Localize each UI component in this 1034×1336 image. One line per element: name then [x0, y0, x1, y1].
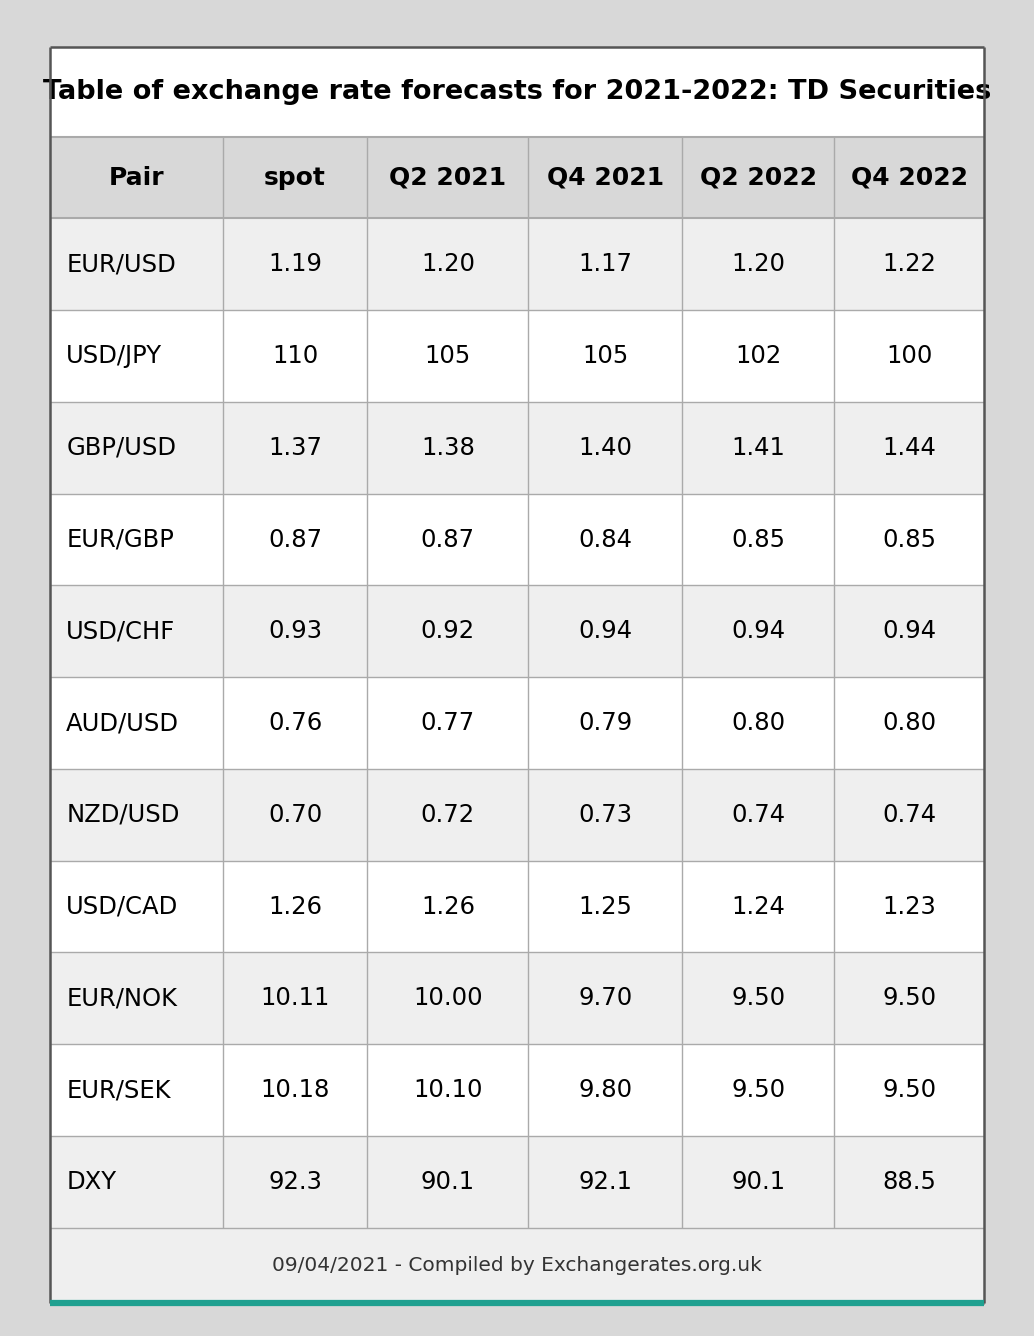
Text: 9.50: 9.50 [731, 986, 785, 1010]
Text: 10.10: 10.10 [413, 1078, 483, 1102]
Text: 1.26: 1.26 [421, 895, 475, 919]
Text: 1.37: 1.37 [268, 436, 322, 460]
Text: 0.80: 0.80 [731, 711, 785, 735]
Text: 90.1: 90.1 [421, 1170, 475, 1194]
Text: EUR/SEK: EUR/SEK [66, 1078, 171, 1102]
Text: 105: 105 [582, 345, 629, 369]
Text: 1.24: 1.24 [731, 895, 785, 919]
Text: 0.87: 0.87 [421, 528, 475, 552]
Text: Q2 2021: Q2 2021 [389, 166, 507, 190]
Text: 0.70: 0.70 [268, 803, 323, 827]
Text: Q4 2021: Q4 2021 [547, 166, 664, 190]
Text: 1.26: 1.26 [268, 895, 322, 919]
Text: 9.80: 9.80 [578, 1078, 633, 1102]
Text: 92.3: 92.3 [268, 1170, 322, 1194]
Text: Pair: Pair [109, 166, 164, 190]
Text: 10.00: 10.00 [413, 986, 483, 1010]
Bar [50, 219, 984, 310]
Text: NZD/USD: NZD/USD [66, 803, 180, 827]
Bar [50, 1136, 984, 1228]
Text: 9.50: 9.50 [882, 1078, 936, 1102]
Bar [50, 677, 984, 770]
Text: 09/04/2021 - Compiled by Exchangerates.org.uk: 09/04/2021 - Compiled by Exchangerates.o… [272, 1256, 762, 1275]
Text: 0.92: 0.92 [421, 620, 475, 644]
Text: USD/CAD: USD/CAD [66, 895, 179, 919]
Text: EUR/USD: EUR/USD [66, 253, 176, 277]
Text: 102: 102 [735, 345, 782, 369]
Text: 0.77: 0.77 [421, 711, 475, 735]
Text: 0.74: 0.74 [731, 803, 785, 827]
Text: 0.94: 0.94 [731, 620, 785, 644]
Text: Table of exchange rate forecasts for 2021-2022: TD Securities: Table of exchange rate forecasts for 202… [42, 79, 992, 104]
Bar [50, 585, 984, 677]
Bar [50, 494, 984, 585]
Text: 88.5: 88.5 [882, 1170, 936, 1194]
Text: GBP/USD: GBP/USD [66, 436, 176, 460]
Bar [50, 47, 984, 136]
Text: 1.19: 1.19 [268, 253, 322, 277]
Text: 0.84: 0.84 [578, 528, 633, 552]
Text: USD/CHF: USD/CHF [66, 620, 176, 644]
Text: USD/JPY: USD/JPY [66, 345, 162, 369]
Text: 1.20: 1.20 [421, 253, 475, 277]
Text: 10.11: 10.11 [261, 986, 330, 1010]
Text: 0.80: 0.80 [882, 711, 936, 735]
Text: 0.85: 0.85 [882, 528, 936, 552]
Text: 1.22: 1.22 [882, 253, 936, 277]
Text: 9.50: 9.50 [882, 986, 936, 1010]
Text: 1.41: 1.41 [731, 436, 785, 460]
Bar [50, 1228, 984, 1303]
Text: EUR/NOK: EUR/NOK [66, 986, 177, 1010]
Bar [50, 953, 984, 1045]
Text: AUD/USD: AUD/USD [66, 711, 179, 735]
Text: EUR/GBP: EUR/GBP [66, 528, 174, 552]
Text: 0.76: 0.76 [268, 711, 323, 735]
Text: 1.40: 1.40 [578, 436, 633, 460]
Text: DXY: DXY [66, 1170, 116, 1194]
Text: 1.17: 1.17 [578, 253, 633, 277]
Text: 10.18: 10.18 [261, 1078, 330, 1102]
Text: 0.93: 0.93 [268, 620, 322, 644]
Text: 1.20: 1.20 [731, 253, 785, 277]
Text: 1.44: 1.44 [882, 436, 936, 460]
Bar [50, 136, 984, 219]
Text: Q4 2022: Q4 2022 [851, 166, 968, 190]
Bar [50, 310, 984, 402]
Text: 0.87: 0.87 [268, 528, 322, 552]
Text: 9.50: 9.50 [731, 1078, 785, 1102]
Text: 105: 105 [425, 345, 470, 369]
Text: 1.38: 1.38 [421, 436, 475, 460]
Bar [50, 860, 984, 953]
Text: 110: 110 [272, 345, 318, 369]
Text: 0.74: 0.74 [882, 803, 936, 827]
Text: 0.79: 0.79 [578, 711, 633, 735]
Text: 0.72: 0.72 [421, 803, 475, 827]
Text: 9.70: 9.70 [578, 986, 633, 1010]
Text: 1.23: 1.23 [882, 895, 936, 919]
Bar [50, 402, 984, 494]
Text: 0.94: 0.94 [578, 620, 633, 644]
Text: 0.94: 0.94 [882, 620, 936, 644]
Text: 90.1: 90.1 [731, 1170, 785, 1194]
Text: 0.73: 0.73 [578, 803, 633, 827]
Text: 100: 100 [886, 345, 933, 369]
Text: 1.25: 1.25 [578, 895, 632, 919]
Bar [50, 1045, 984, 1136]
Text: 0.85: 0.85 [731, 528, 785, 552]
Text: Q2 2022: Q2 2022 [700, 166, 817, 190]
Text: spot: spot [264, 166, 326, 190]
Text: 92.1: 92.1 [578, 1170, 633, 1194]
Bar [50, 770, 984, 860]
